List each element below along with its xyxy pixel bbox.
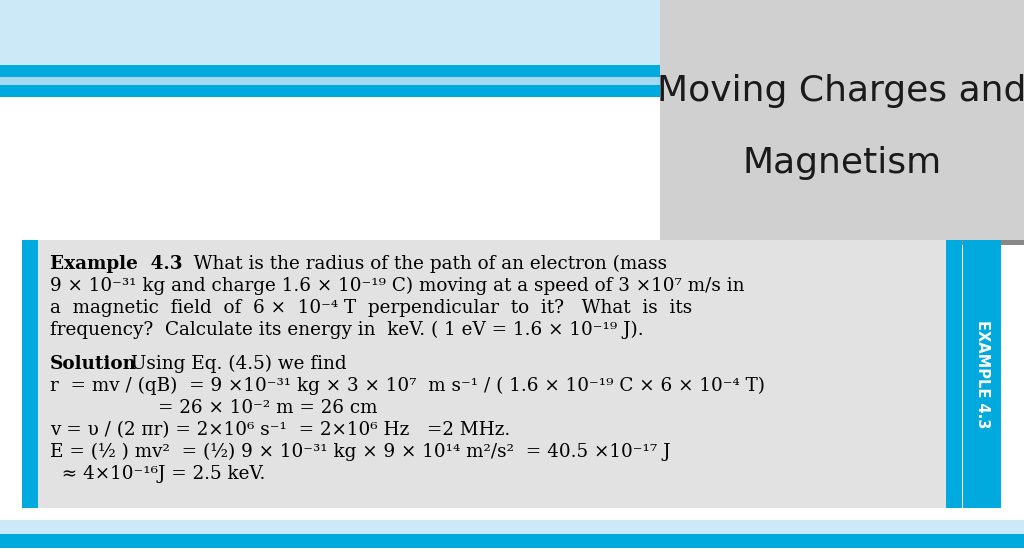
Text: r  = mv / (qB)  = 9 ×10⁻³¹ kg × 3 × 10⁷  m s⁻¹ / ( 1.6 × 10⁻¹⁹ C × 6 × 10⁻⁴ T): r = mv / (qB) = 9 ×10⁻³¹ kg × 3 × 10⁷ m … [50,377,765,395]
Bar [660,240,1024,245]
Text: What is the radius of the path of an electron (mass: What is the radius of the path of an ele… [176,255,667,273]
Text: ≈ 4×10⁻¹⁶J = 2.5 keV.: ≈ 4×10⁻¹⁶J = 2.5 keV. [50,465,265,483]
Bar [22,240,38,508]
Text: E = (½ ) mv²  = (½) 9 × 10⁻³¹ kg × 9 × 10¹⁴ m²/s²  = 40.5 ×10⁻¹⁷ J: E = (½ ) mv² = (½) 9 × 10⁻³¹ kg × 9 × 10… [50,443,671,461]
Text: Example  4.3: Example 4.3 [50,255,182,273]
Text: EXAMPLE 4.3: EXAMPLE 4.3 [975,320,989,428]
Bar [0,534,1024,548]
Bar [0,77,660,85]
Bar [0,65,660,77]
Bar [963,240,1001,508]
Bar [0,0,660,65]
Text: frequency?  Calculate its energy in  keV. ( 1 eV = 1.6 × 10⁻¹⁹ J).: frequency? Calculate its energy in keV. … [50,321,644,339]
Text: Using Eq. (4.5) we find: Using Eq. (4.5) we find [125,355,347,373]
Text: 9 × 10⁻³¹ kg and charge 1.6 × 10⁻¹⁹ C) moving at a speed of 3 ×10⁷ m/s in: 9 × 10⁻³¹ kg and charge 1.6 × 10⁻¹⁹ C) m… [50,277,744,295]
Text: v = υ / (2 πr) = 2×10⁶ s⁻¹  = 2×10⁶ Hz   =2 MHz.: v = υ / (2 πr) = 2×10⁶ s⁻¹ = 2×10⁶ Hz =2… [50,421,510,439]
Bar [660,0,1024,240]
Text: Moving Charges and: Moving Charges and [657,74,1024,108]
Bar [0,85,660,97]
Bar [22,240,962,508]
Text: Magnetism: Magnetism [742,146,942,180]
Text: Solution: Solution [50,355,137,373]
Bar [0,520,1024,534]
Text: = 26 × 10⁻² m = 26 cm: = 26 × 10⁻² m = 26 cm [158,399,378,417]
Bar [946,240,962,508]
Text: a  magnetic  field  of  6 ×  10⁻⁴ T  perpendicular  to  it?   What  is  its: a magnetic field of 6 × 10⁻⁴ T perpendic… [50,299,692,317]
Bar [0,97,660,237]
